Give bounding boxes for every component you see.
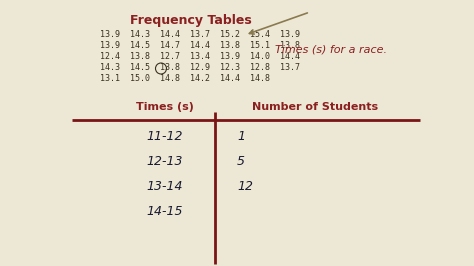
Text: Frequency Tables: Frequency Tables (130, 14, 252, 27)
Text: 13.1  15.0  14.8  14.2  14.4  14.8: 13.1 15.0 14.8 14.2 14.4 14.8 (100, 74, 270, 83)
Text: Times (s): Times (s) (136, 102, 194, 112)
Text: Times (s) for a race.: Times (s) for a race. (275, 45, 387, 55)
Text: Number of Students: Number of Students (252, 102, 378, 112)
Text: 13.9  14.3  14.4  13.7  15.2  15.4  13.9: 13.9 14.3 14.4 13.7 15.2 15.4 13.9 (100, 30, 300, 39)
Text: 11-12: 11-12 (147, 130, 183, 143)
Text: 12: 12 (237, 180, 253, 193)
Text: 13.9  14.5  14.7  14.4  13.8  15.1  13.8: 13.9 14.5 14.7 14.4 13.8 15.1 13.8 (100, 41, 300, 50)
Text: 13-14: 13-14 (147, 180, 183, 193)
Text: 14-15: 14-15 (147, 205, 183, 218)
Text: 1: 1 (237, 130, 245, 143)
Text: 14.3  14.5  13.8  12.9  12.3  12.8  13.7: 14.3 14.5 13.8 12.9 12.3 12.8 13.7 (100, 63, 300, 72)
Text: 5: 5 (237, 155, 245, 168)
Text: 12.4  13.8  12.7  13.4  13.9  14.0  14.4: 12.4 13.8 12.7 13.4 13.9 14.0 14.4 (100, 52, 300, 61)
Text: 12-13: 12-13 (147, 155, 183, 168)
